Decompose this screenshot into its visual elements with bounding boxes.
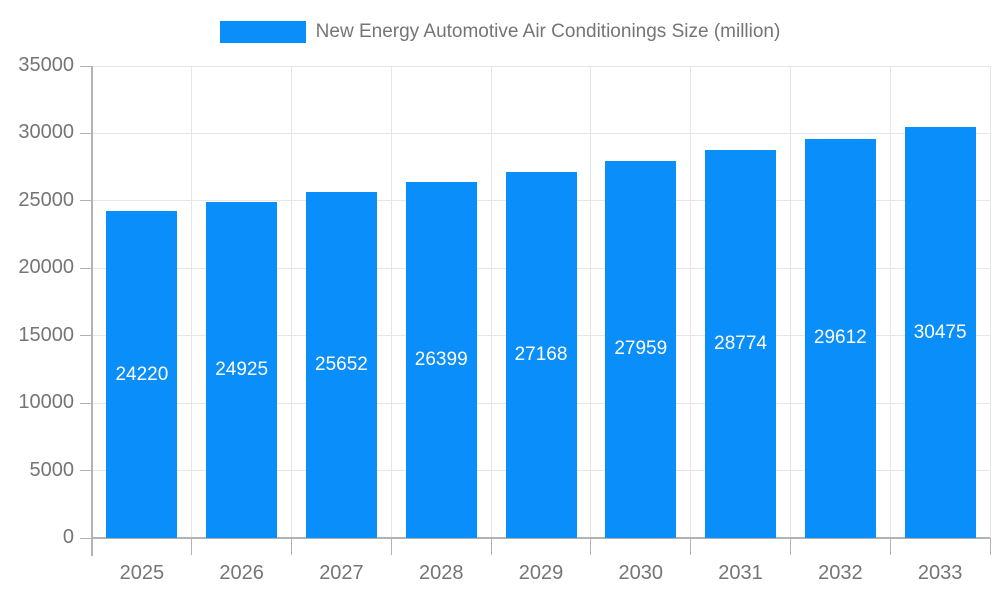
x-axis-tick-label: 2030: [618, 562, 664, 584]
gridline-vertical: [390, 66, 392, 538]
y-axis-tick-label: 30000: [18, 121, 74, 144]
x-axis-tick: [390, 538, 392, 555]
gridline-vertical: [191, 66, 193, 538]
y-axis-tick-label: 35000: [18, 54, 74, 76]
gridline-vertical: [291, 66, 293, 538]
x-axis-tick: [789, 538, 791, 555]
gridline-vertical: [690, 66, 692, 538]
bar[interactable]: [605, 160, 677, 538]
bar-value-label: 29612: [813, 327, 867, 349]
gridline-vertical: [490, 66, 492, 538]
x-axis-tick: [989, 538, 991, 555]
bar-value-label: 28774: [714, 332, 767, 354]
bar-value-label: 27959: [614, 338, 668, 360]
bar[interactable]: [106, 211, 178, 538]
legend-swatch: [219, 21, 306, 43]
x-axis-tick-label: 2027: [319, 562, 364, 584]
y-axis-tick: [80, 200, 92, 202]
y-axis-tick: [80, 537, 92, 539]
y-axis-tick-label: 15000: [18, 323, 74, 346]
x-axis-tick-label: 2031: [718, 562, 763, 584]
y-axis-tick: [80, 65, 92, 67]
chart-legend: New Energy Automotive Air Conditionings …: [0, 21, 1000, 43]
y-axis-tick: [80, 132, 92, 134]
bar-value-label: 26399: [414, 348, 468, 370]
y-axis-tick: [80, 470, 92, 472]
x-axis-tick-label: 2028: [418, 562, 464, 584]
y-axis-line: [91, 66, 93, 556]
bar[interactable]: [405, 182, 477, 538]
x-axis-tick-label: 2032: [818, 562, 863, 584]
legend-label: New Energy Automotive Air Conditionings …: [315, 21, 781, 42]
y-axis-tick: [80, 267, 92, 269]
gridline-vertical: [789, 66, 791, 538]
y-axis-tick-label: 25000: [18, 188, 74, 211]
plot-area: 0 5000 10000 15000 20000 25000 30000 35000 24220…: [18, 54, 991, 584]
x-axis-tick: [191, 538, 193, 555]
y-axis-tick: [80, 402, 92, 404]
bar[interactable]: [804, 138, 876, 538]
x-axis-tick-label: 2026: [219, 562, 264, 584]
x-axis-line: [92, 537, 990, 539]
gridline-vertical: [889, 66, 891, 538]
x-axis-tick-label: 2029: [518, 562, 564, 584]
bar[interactable]: [305, 192, 377, 538]
x-axis-tick: [889, 538, 891, 555]
bar[interactable]: [206, 201, 278, 538]
x-axis-tick-label: 2033: [917, 562, 963, 584]
gridline-horizontal: [92, 132, 990, 134]
x-axis-tick: [690, 538, 692, 555]
bar-value-label: 24925: [215, 358, 269, 380]
bar-value-label: 25652: [315, 354, 368, 376]
y-axis-tick-label: 5000: [29, 458, 75, 481]
bar-value-label: 30475: [913, 321, 967, 343]
gridline-vertical: [590, 66, 592, 538]
x-axis-tick: [490, 538, 492, 555]
x-axis-tick: [291, 538, 293, 555]
y-axis-tick-label: 10000: [18, 391, 74, 414]
y-axis-tick: [80, 335, 92, 337]
bar[interactable]: [705, 149, 777, 538]
bar[interactable]: [904, 127, 976, 538]
gridline-vertical: [989, 66, 991, 538]
y-axis-tick-label: 20000: [18, 256, 74, 279]
gridline-horizontal: [92, 65, 990, 67]
bar-value-label: 24220: [115, 363, 169, 385]
y-axis-tick-label: 0: [62, 526, 74, 548]
bar[interactable]: [505, 171, 577, 538]
x-axis-tick: [590, 538, 592, 555]
bar-value-label: 27168: [514, 343, 568, 365]
x-axis-tick-label: 2025: [119, 562, 165, 584]
